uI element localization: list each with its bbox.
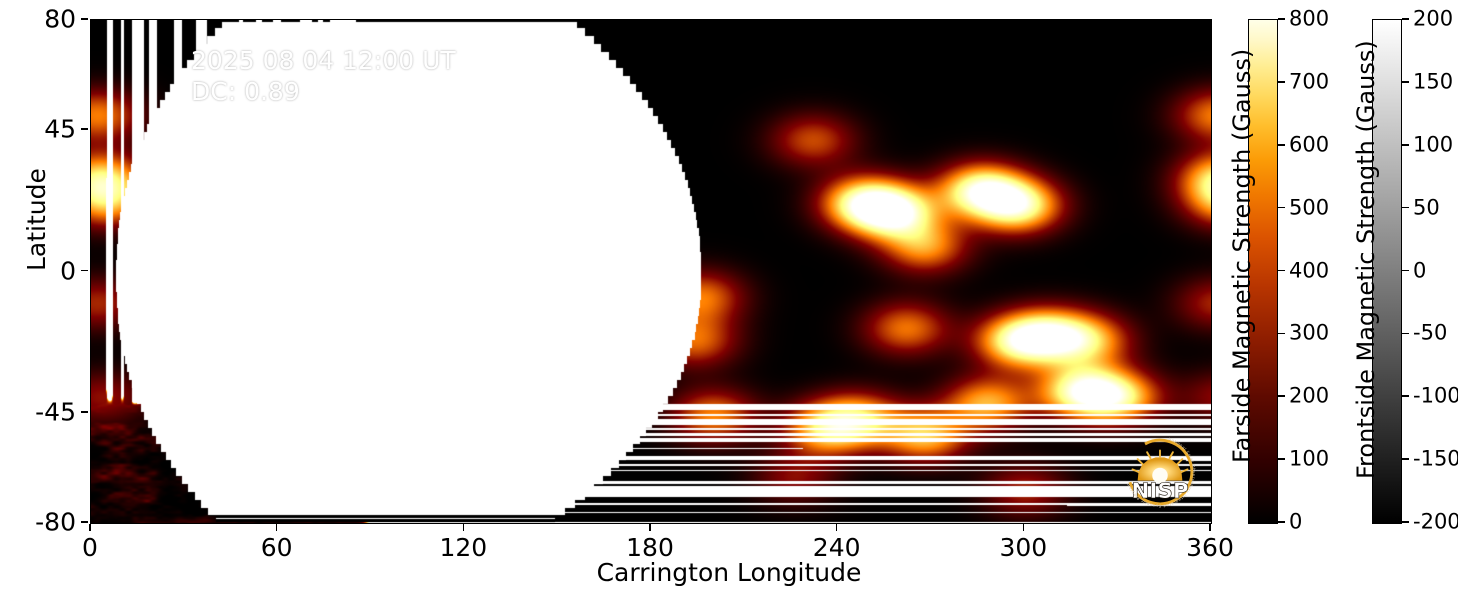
x-tick-mark: [835, 523, 838, 531]
farside-colorbar-tick: [1277, 332, 1285, 335]
frontside-colorbar-tick-label: -200: [1413, 509, 1458, 534]
y-tick-label: -45: [35, 397, 76, 427]
y-tick-mark: [81, 521, 89, 523]
frontside-colorbar-tick-label: 0: [1413, 258, 1427, 282]
timestamp-line1: 2025 08 04 12:00 UT: [191, 46, 456, 75]
farside-colorbar-tick: [1277, 143, 1285, 146]
y-tick-label: -80: [35, 507, 76, 537]
farside-colorbar-label: Farside Magnetic Strength (Gauss): [1228, 48, 1256, 463]
farside-colorbar-tick-label: 100: [1289, 446, 1330, 471]
nisp-logo: NISP National Solar Observatory Integrat…: [1125, 436, 1196, 508]
frontside-colorbar-tick: [1401, 521, 1409, 523]
x-tick-label: 300: [999, 533, 1048, 562]
timestamp-line2: DC: 0.89: [191, 77, 300, 106]
x-tick-mark: [462, 523, 465, 531]
frontside-colorbar-tick: [1401, 18, 1409, 20]
frontside-magnetogram-layer: [91, 20, 1211, 523]
synoptic-map-plot[interactable]: 2025 08 04 12:00 UT DC: 0.89: [90, 19, 1212, 524]
frontside-colorbar-tick: [1401, 81, 1409, 83]
farside-colorbar-tick-label: 500: [1289, 195, 1330, 220]
x-tick-label: 180: [626, 533, 674, 562]
frontside-colorbar-label: Frontside Magnetic Strength (Gauss): [1352, 40, 1380, 479]
y-tick-mark: [81, 128, 89, 130]
farside-colorbar-tick: [1277, 18, 1285, 20]
farside-colorbar-tick-label: 400: [1289, 258, 1330, 282]
nisp-logo-text: NISP: [1131, 479, 1188, 504]
farside-colorbar-tick: [1277, 206, 1285, 209]
x-tick-mark: [1209, 523, 1211, 531]
farside-colorbar-tick-label: 700: [1289, 69, 1330, 94]
frontside-colorbar-tick-label: -100: [1413, 383, 1458, 408]
frontside-colorbar-tick: [1401, 206, 1409, 209]
frontside-colorbar[interactable]: [1372, 19, 1402, 524]
y-tick-label: 0: [60, 256, 76, 285]
farside-colorbar-tick: [1277, 81, 1285, 83]
y-tick-label: 45: [44, 114, 76, 144]
farside-colorbar-tick: [1277, 269, 1285, 272]
x-tick-mark: [1022, 523, 1025, 531]
farside-colorbar-tick: [1277, 521, 1285, 523]
frontside-colorbar-tick-label: 150: [1413, 69, 1454, 94]
timestamp-overlay: 2025 08 04 12:00 UT DC: 0.89: [191, 45, 456, 107]
y-axis-label: Latitude: [22, 168, 51, 271]
frontside-colorbar-tick-label: 200: [1413, 6, 1454, 31]
farside-colorbar-tick-label: 300: [1289, 320, 1330, 345]
x-tick-label: 120: [439, 533, 488, 562]
frontside-colorbar-tick: [1401, 395, 1409, 398]
farside-colorbar-tick: [1277, 458, 1285, 460]
x-tick-mark: [275, 523, 278, 531]
y-tick-label: 80: [44, 4, 76, 34]
frontside-colorbar-tick-label: -150: [1413, 446, 1458, 471]
x-tick-mark: [649, 523, 651, 531]
y-tick-mark: [81, 269, 89, 272]
x-tick-label: 360: [1186, 533, 1234, 562]
x-tick-label: 60: [260, 533, 293, 562]
farside-colorbar-tick-label: 0: [1289, 509, 1303, 534]
frontside-colorbar-tick-label: 50: [1413, 195, 1440, 220]
farside-colorbar-tick-label: 200: [1289, 383, 1330, 408]
frontside-colorbar-tick: [1401, 143, 1409, 146]
x-tick-label: 0: [82, 533, 98, 562]
farside-colorbar-tick-label: 800: [1289, 6, 1330, 31]
frontside-colorbar-tick: [1401, 332, 1409, 335]
y-tick-mark: [81, 18, 89, 20]
y-tick-mark: [81, 411, 89, 413]
farside-colorbar[interactable]: [1248, 19, 1278, 524]
farside-colorbar-tick: [1277, 395, 1285, 398]
frontside-colorbar-tick-label: 100: [1413, 132, 1454, 157]
frontside-canvas: [91, 20, 1211, 523]
farside-colorbar-tick-label: 600: [1289, 132, 1330, 157]
x-axis-label: Carrington Longitude: [596, 558, 862, 587]
x-tick-mark: [89, 523, 91, 531]
frontside-colorbar-tick-label: -50: [1413, 320, 1448, 345]
frontside-colorbar-tick: [1401, 269, 1409, 272]
x-tick-label: 240: [812, 533, 861, 562]
frontside-colorbar-tick: [1401, 458, 1409, 460]
